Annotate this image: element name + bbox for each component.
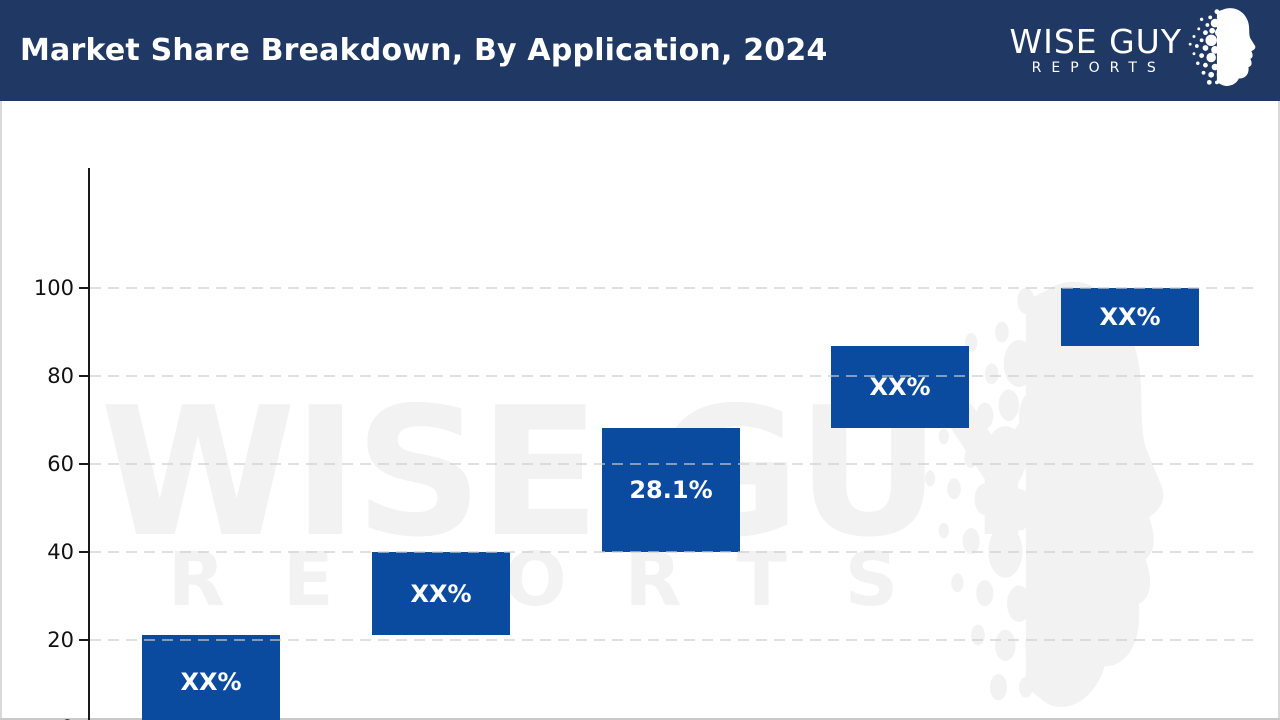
y-axis-spine (88, 168, 90, 720)
y-tick (79, 287, 88, 289)
bar-endoscopes: XX% (372, 552, 510, 636)
bar-value-label: XX% (180, 667, 242, 696)
frame-border-right (1278, 101, 1280, 720)
y-tick-label: 20 (47, 628, 74, 652)
wise-guy-logo: WISE GUY REPORTS (1009, 4, 1274, 90)
y-tick (79, 551, 88, 553)
y-tick-label: 0 (14, 715, 74, 720)
y-tick-label: 60 (47, 452, 74, 476)
bar-value-label: XX% (1099, 303, 1161, 332)
y-tick (79, 375, 88, 377)
bar-surgical-instruments: XX% (142, 635, 280, 720)
bar-implants: 28.1% (602, 428, 740, 552)
bar-value-label: XX% (869, 373, 931, 402)
gridline-80 (90, 375, 1254, 377)
chart-area: WISE GUY REPORTS XX% XX% (0, 101, 1280, 720)
logo-wordmark: WISE GUY (1009, 22, 1182, 61)
gridline-100 (90, 287, 1254, 289)
gridline-40 (90, 551, 1254, 553)
frame-border-left (0, 101, 2, 720)
gridline-60 (90, 463, 1254, 465)
bar-laboratory-instruments: XX% (1061, 288, 1199, 347)
header: Market Share Breakdown, By Application, … (0, 0, 1280, 101)
y-tick (79, 639, 88, 641)
y-tick (79, 463, 88, 465)
bar-diagnostic-equipment: XX% (831, 346, 969, 429)
logo-subtitle: REPORTS (1031, 60, 1166, 76)
bar-value-label: 28.1% (629, 476, 713, 505)
gridline-20 (90, 639, 1254, 641)
frame-border-bottom (0, 718, 1280, 720)
y-tick-label: 80 (47, 364, 74, 388)
watermark-subtitle: REPORTS (168, 537, 957, 623)
y-tick-label: 40 (47, 540, 74, 564)
page-title: Market Share Breakdown, By Application, … (20, 33, 828, 68)
wise-guy-face-icon (1188, 8, 1256, 86)
wise-guy-logo-text: WISE GUY REPORTS (1009, 22, 1182, 77)
y-tick-label: 100 (33, 276, 74, 300)
bar-value-label: XX% (410, 579, 472, 608)
watermark-face-icon (924, 281, 1164, 708)
